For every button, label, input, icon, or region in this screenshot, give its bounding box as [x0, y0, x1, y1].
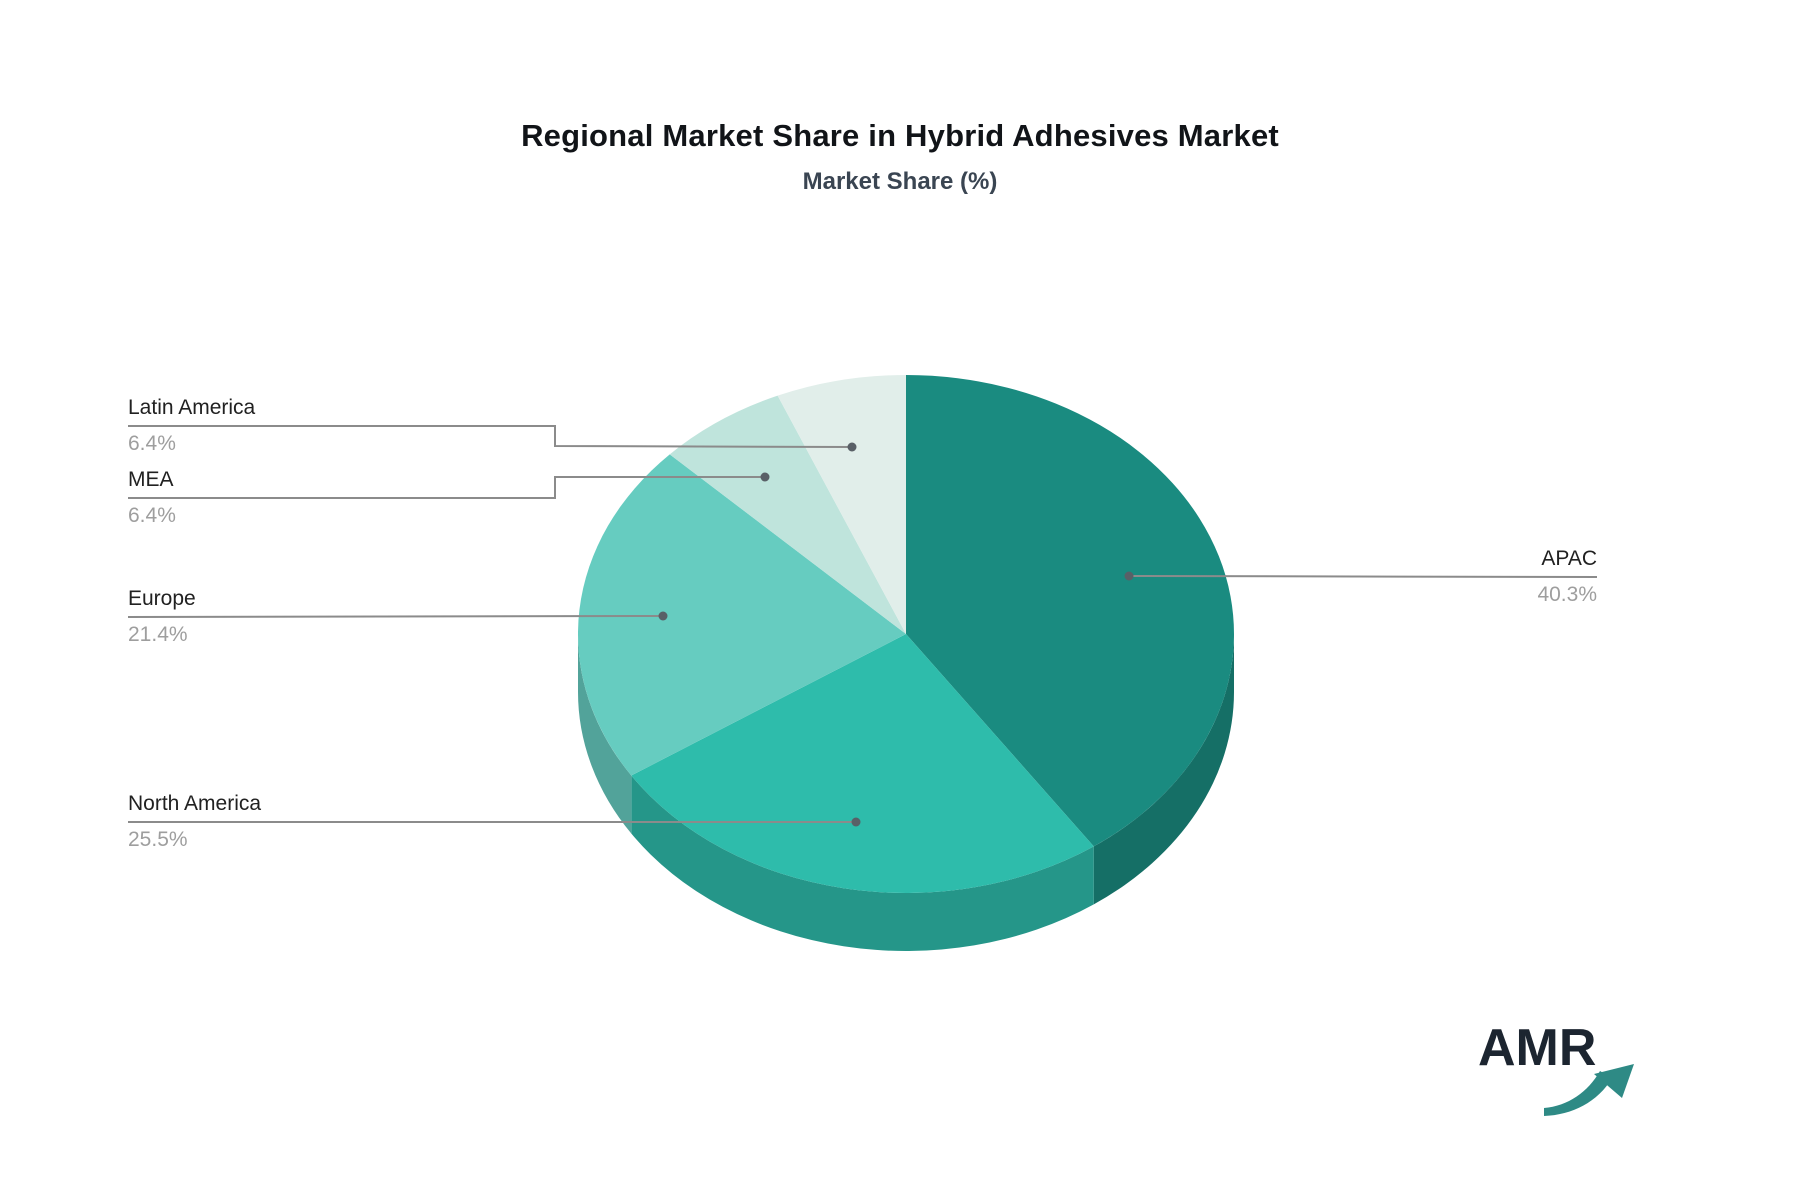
callout-north-america-name: North America [128, 792, 262, 815]
leader-dot-mea [760, 472, 770, 482]
chart-subtitle: Market Share (%) [802, 168, 998, 195]
leader-dot-north-america [851, 817, 861, 827]
page-title: Regional Market Share in Hybrid Adhesive… [521, 118, 1279, 153]
pie-slice-apac [906, 375, 1234, 847]
amr-logo: AMR [1478, 1018, 1698, 1128]
pie-slice-side-north-america [631, 775, 1094, 951]
callout-europe-value: 21.4% [128, 623, 188, 646]
logo-arrow-icon [1544, 1064, 1634, 1116]
leader-dot-europe [658, 611, 668, 621]
pie-slice-europe [578, 454, 906, 776]
leader-dot-apac [1124, 571, 1134, 581]
callout-mea-name: MEA [128, 468, 174, 491]
callout-latin-america-value: 6.4% [128, 432, 176, 455]
leader-line-latin-america [128, 425, 853, 448]
leader-line-apac [1128, 575, 1598, 578]
leader-line-europe [127, 615, 664, 618]
callout-latin-america-name: Latin America [128, 396, 256, 419]
pie-slice-side-europe [578, 634, 632, 834]
leader-dot-latin-america [847, 442, 857, 452]
callout-mea-value: 6.4% [128, 504, 176, 527]
callout-north-america-value: 25.5% [128, 828, 188, 851]
amr-logo-text: AMR [1478, 1019, 1597, 1077]
pie-slice-side-apac [1093, 634, 1234, 905]
pie-slice-latin-america [777, 375, 906, 634]
callout-apac-value: 40.3% [1537, 583, 1597, 606]
callout-europe-name: Europe [128, 587, 196, 610]
callout-apac-name: APAC [1541, 547, 1597, 570]
pie-slice-mea [669, 395, 906, 634]
pie-slice-north-america [631, 634, 1094, 893]
leader-line-mea [128, 476, 765, 499]
